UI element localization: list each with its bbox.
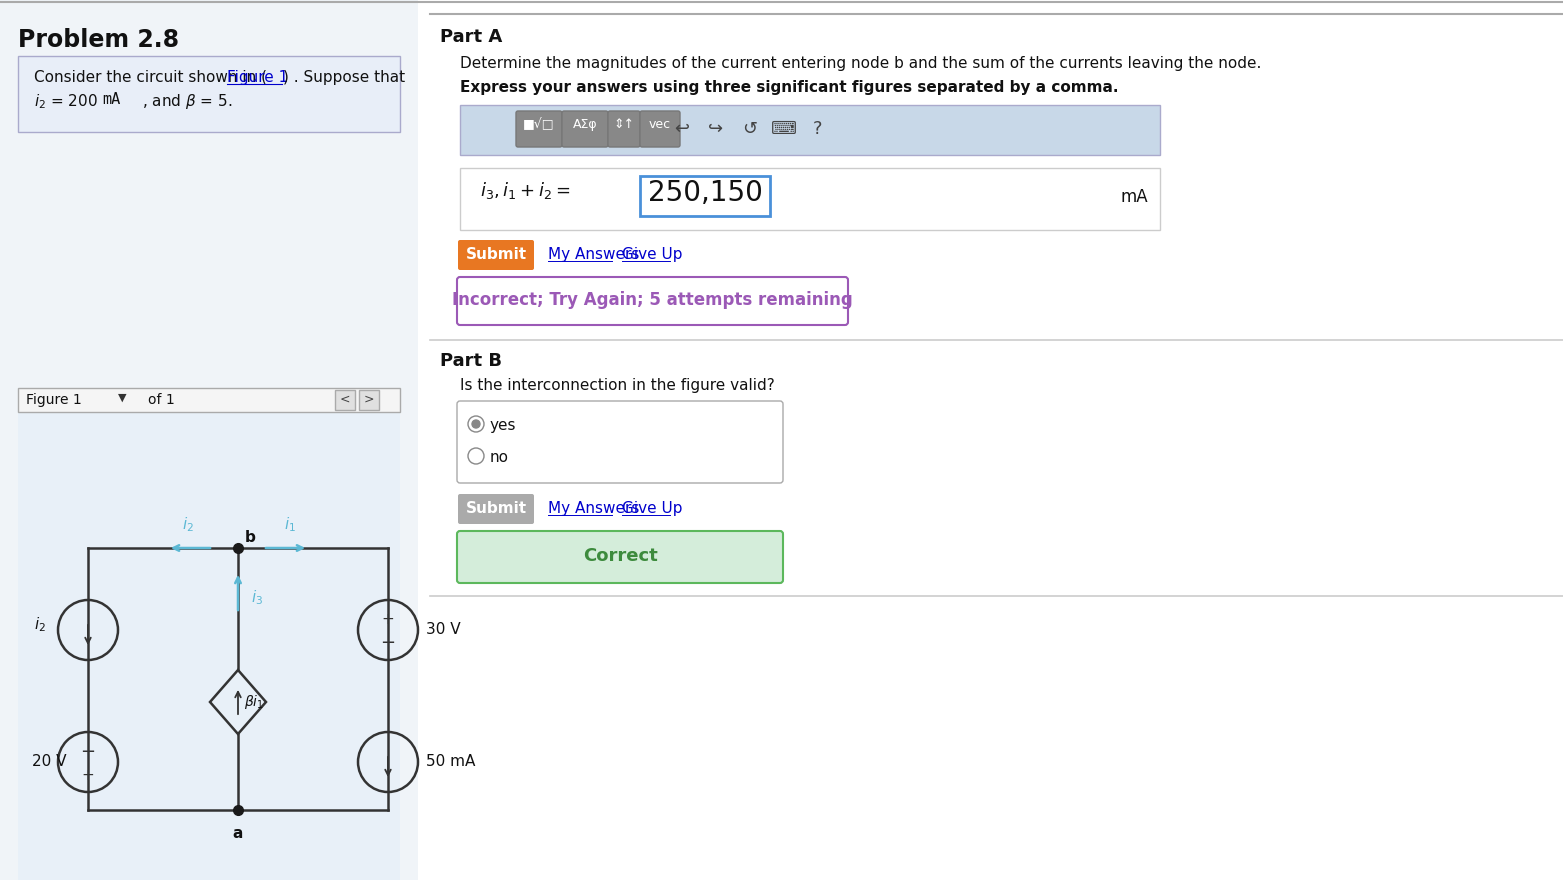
Text: b: b xyxy=(245,530,256,545)
Text: Determine the magnitudes of the current entering node b and the sum of the curre: Determine the magnitudes of the current … xyxy=(460,56,1261,71)
Text: Problem 2.8: Problem 2.8 xyxy=(19,28,180,52)
Text: ↺: ↺ xyxy=(742,120,758,138)
Text: +: + xyxy=(81,767,94,782)
Text: Incorrect; Try Again; 5 attempts remaining: Incorrect; Try Again; 5 attempts remaini… xyxy=(452,291,852,309)
Text: Is the interconnection in the figure valid?: Is the interconnection in the figure val… xyxy=(460,378,775,393)
Text: , and $\beta$ = 5.: , and $\beta$ = 5. xyxy=(142,92,233,111)
Text: Part A: Part A xyxy=(441,28,502,46)
Circle shape xyxy=(472,420,480,428)
Bar xyxy=(19,388,400,412)
Text: Submit: Submit xyxy=(466,501,527,516)
Bar xyxy=(460,168,1160,230)
Text: ) . Suppose that: ) . Suppose that xyxy=(283,70,405,85)
Text: Give Up: Give Up xyxy=(622,247,683,262)
Text: $i_3, i_1 + i_2 =$: $i_3, i_1 + i_2 =$ xyxy=(480,180,570,201)
Text: My Answers: My Answers xyxy=(549,501,639,516)
Text: Consider the circuit shown in (: Consider the circuit shown in ( xyxy=(34,70,267,85)
Text: Part B: Part B xyxy=(441,352,502,370)
Text: ΑΣφ: ΑΣφ xyxy=(572,118,597,131)
Text: 20 V: 20 V xyxy=(31,754,67,769)
Text: −: − xyxy=(80,743,95,761)
FancyBboxPatch shape xyxy=(563,111,608,147)
Text: <: < xyxy=(339,393,350,406)
FancyBboxPatch shape xyxy=(516,111,563,147)
Text: >: > xyxy=(364,393,374,406)
Text: Figure 1: Figure 1 xyxy=(227,70,288,85)
Text: Express your answers using three significant figures separated by a comma.: Express your answers using three signifi… xyxy=(460,80,1119,95)
Bar xyxy=(460,105,1160,155)
FancyBboxPatch shape xyxy=(334,390,355,410)
Text: ▼: ▼ xyxy=(117,393,127,403)
Text: yes: yes xyxy=(489,418,516,433)
Text: ↪: ↪ xyxy=(708,120,724,138)
FancyBboxPatch shape xyxy=(456,401,783,483)
Text: a: a xyxy=(233,826,244,841)
Bar xyxy=(19,412,400,880)
Text: ↩: ↩ xyxy=(675,120,689,138)
Text: vec: vec xyxy=(649,118,671,131)
FancyBboxPatch shape xyxy=(458,240,535,270)
FancyBboxPatch shape xyxy=(608,111,639,147)
Text: ■√□: ■√□ xyxy=(524,118,555,131)
Text: ⇕↑: ⇕↑ xyxy=(614,118,635,131)
FancyBboxPatch shape xyxy=(639,176,771,216)
FancyBboxPatch shape xyxy=(639,111,680,147)
Text: $i_2$: $i_2$ xyxy=(181,516,194,534)
Text: $i_2$ = 200: $i_2$ = 200 xyxy=(34,92,103,111)
Bar xyxy=(0,0,417,880)
Text: mA: mA xyxy=(102,92,120,107)
Text: $i_3$: $i_3$ xyxy=(252,589,263,607)
Text: +: + xyxy=(381,612,394,627)
Text: of 1: of 1 xyxy=(148,393,175,407)
Text: ⌨: ⌨ xyxy=(771,120,797,138)
Text: no: no xyxy=(489,450,510,465)
Text: −: − xyxy=(380,634,395,652)
FancyBboxPatch shape xyxy=(456,531,783,583)
Text: Figure 1: Figure 1 xyxy=(27,393,81,407)
Text: ?: ? xyxy=(813,120,822,138)
Text: mA: mA xyxy=(1121,188,1147,206)
Text: 30 V: 30 V xyxy=(427,622,461,637)
Text: $i_2$: $i_2$ xyxy=(34,616,45,634)
Text: $\beta i_1$: $\beta i_1$ xyxy=(244,693,264,711)
Text: Give Up: Give Up xyxy=(622,501,683,516)
FancyBboxPatch shape xyxy=(456,277,849,325)
Text: 250,150: 250,150 xyxy=(649,179,763,207)
FancyBboxPatch shape xyxy=(19,56,400,132)
Text: Correct: Correct xyxy=(583,547,658,565)
FancyBboxPatch shape xyxy=(359,390,378,410)
Text: $i_1$: $i_1$ xyxy=(284,516,295,534)
Text: My Answers: My Answers xyxy=(549,247,639,262)
Text: Submit: Submit xyxy=(466,247,527,262)
Text: 50 mA: 50 mA xyxy=(427,754,475,769)
FancyBboxPatch shape xyxy=(458,494,535,524)
